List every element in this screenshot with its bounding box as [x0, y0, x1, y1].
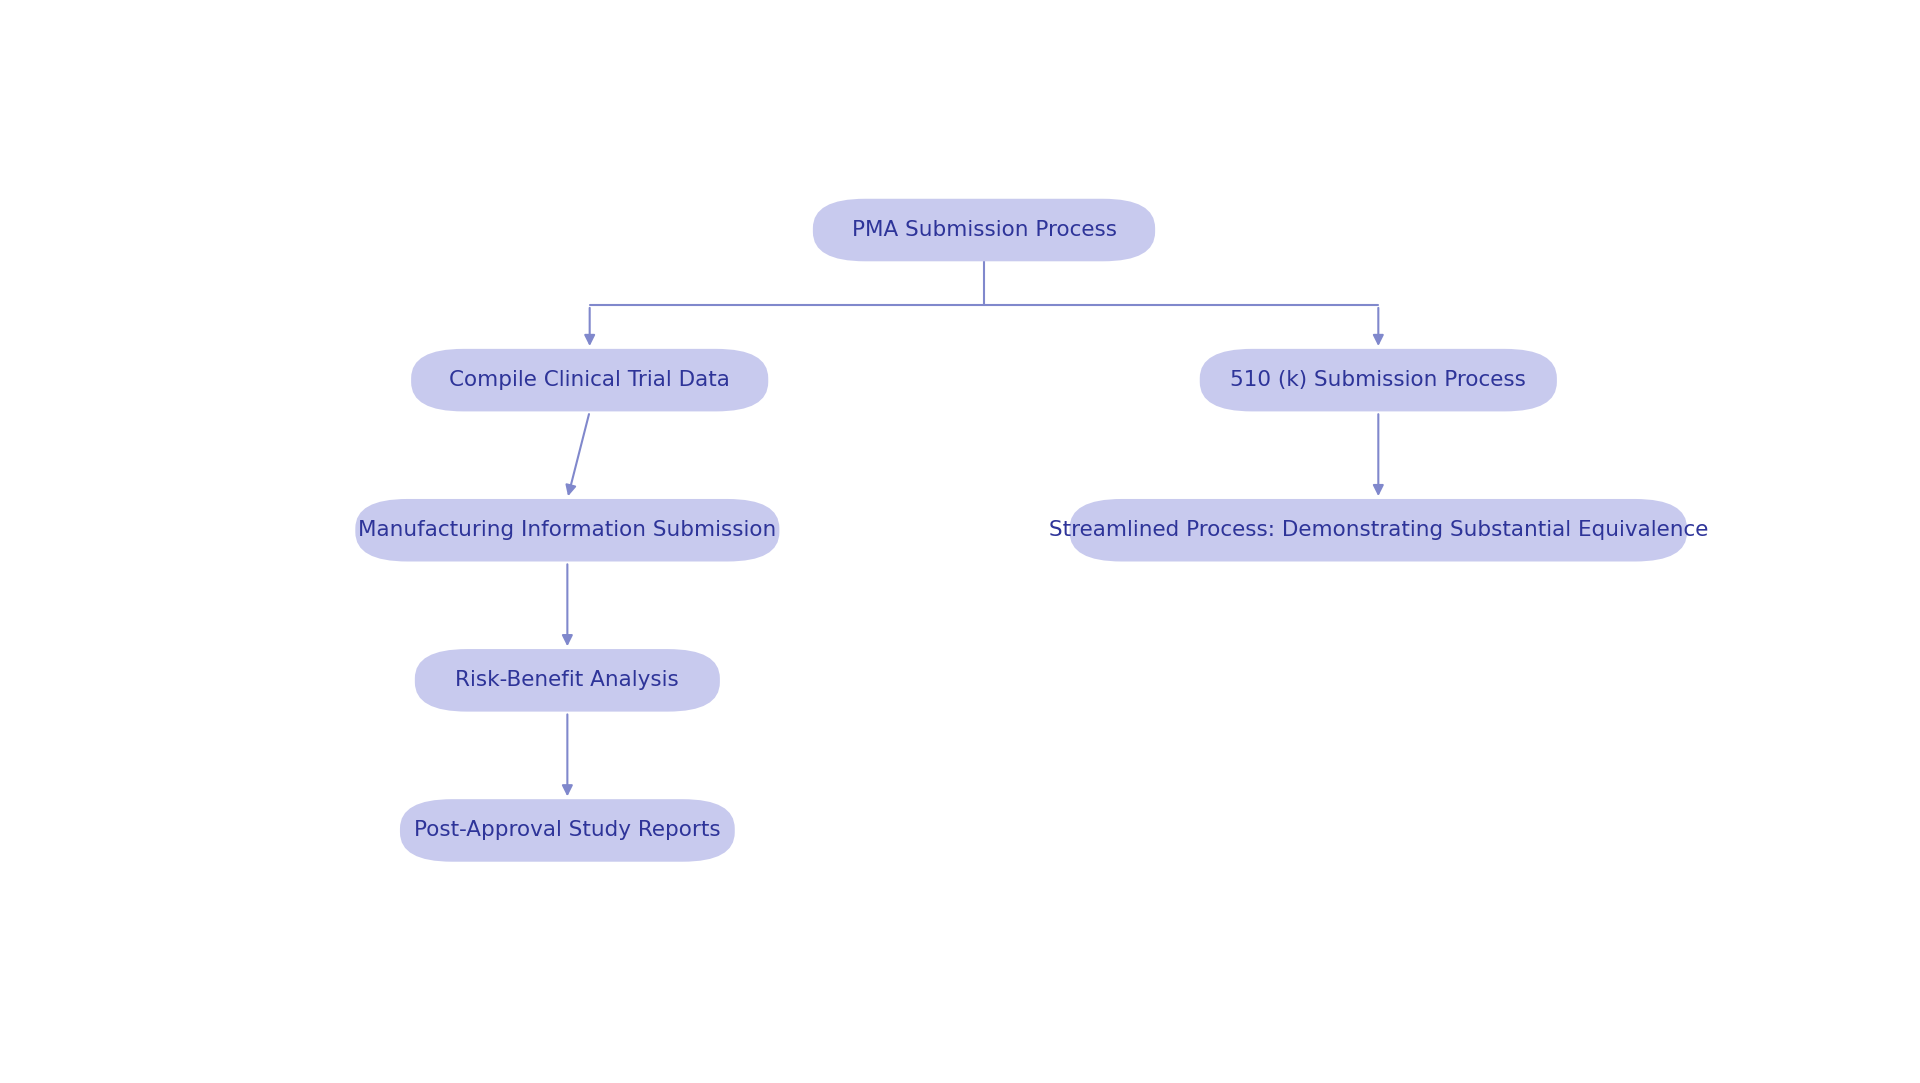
Text: Streamlined Process: Demonstrating Substantial Equivalence: Streamlined Process: Demonstrating Subst… [1048, 520, 1709, 540]
Text: 510 (k) Submission Process: 510 (k) Submission Process [1231, 370, 1526, 390]
Text: Manufacturing Information Submission: Manufacturing Information Submission [359, 520, 776, 540]
Text: PMA Submission Process: PMA Submission Process [851, 220, 1117, 240]
FancyBboxPatch shape [415, 649, 720, 712]
FancyBboxPatch shape [411, 349, 768, 412]
FancyBboxPatch shape [1069, 499, 1688, 561]
FancyBboxPatch shape [355, 499, 780, 561]
FancyBboxPatch shape [1200, 349, 1557, 412]
Text: Post-Approval Study Reports: Post-Approval Study Reports [415, 821, 720, 840]
Text: Compile Clinical Trial Data: Compile Clinical Trial Data [449, 370, 730, 390]
Text: Risk-Benefit Analysis: Risk-Benefit Analysis [455, 670, 680, 690]
FancyBboxPatch shape [399, 799, 735, 862]
FancyBboxPatch shape [812, 199, 1156, 261]
